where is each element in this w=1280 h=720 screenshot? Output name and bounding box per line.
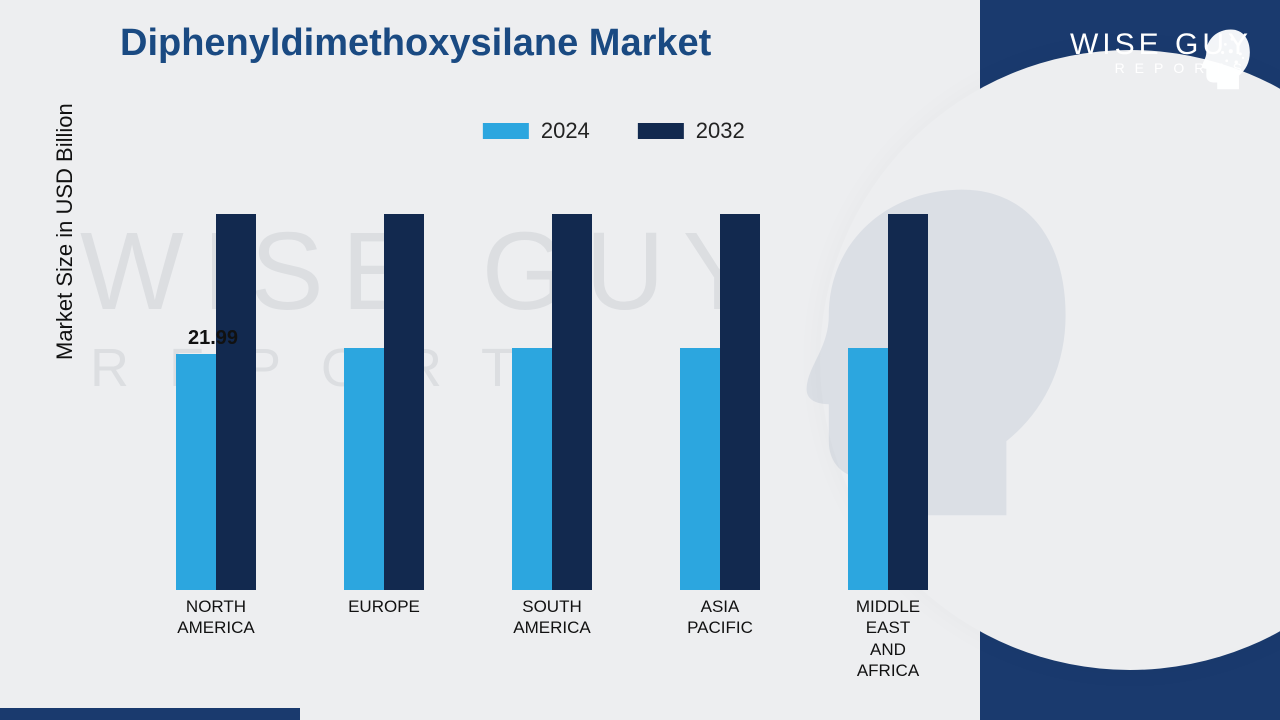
bar-2024 bbox=[176, 354, 216, 590]
category-group: NORTH AMERICA bbox=[132, 160, 300, 590]
legend-item-2024: 2024 bbox=[483, 118, 590, 144]
bar-2024 bbox=[344, 348, 384, 590]
chart-title: Diphenyldimethoxysilane Market bbox=[120, 22, 711, 65]
accent-bar bbox=[0, 708, 300, 720]
bar-2024 bbox=[512, 348, 552, 590]
brand-logo: WISE GUY REPORTS bbox=[1070, 28, 1252, 76]
category-group: ASIA PACIFIC bbox=[636, 160, 804, 590]
bar-pair bbox=[468, 160, 636, 590]
legend-swatch-2032 bbox=[638, 123, 684, 139]
page: WISE GUY REPORTS Diphenyldimethoxysilane… bbox=[0, 0, 1280, 720]
category-group: MIDDLE EAST AND AFRICA bbox=[804, 160, 972, 590]
bar-value-label: 21.99 bbox=[188, 327, 238, 350]
bar-2032 bbox=[888, 214, 928, 590]
bar-2032 bbox=[720, 214, 760, 590]
bar-2024 bbox=[680, 348, 720, 590]
legend: 2024 2032 bbox=[483, 118, 745, 144]
bar-pair bbox=[132, 160, 300, 590]
legend-label-2032: 2032 bbox=[696, 118, 745, 144]
y-axis-label: Market Size in USD Billion bbox=[52, 103, 78, 360]
bar-2024 bbox=[848, 348, 888, 590]
plot-area: NORTH AMERICAEUROPESOUTH AMERICAASIA PAC… bbox=[132, 160, 972, 590]
logo-line2: REPORTS bbox=[1070, 60, 1252, 76]
bar-pair bbox=[636, 160, 804, 590]
legend-label-2024: 2024 bbox=[541, 118, 590, 144]
category-label: ASIA PACIFIC bbox=[636, 596, 804, 639]
bar-2032 bbox=[384, 214, 424, 590]
category-label: NORTH AMERICA bbox=[132, 596, 300, 639]
category-label: EUROPE bbox=[300, 596, 468, 617]
bar-2032 bbox=[552, 214, 592, 590]
bar-pair bbox=[804, 160, 972, 590]
category-label: SOUTH AMERICA bbox=[468, 596, 636, 639]
category-group: SOUTH AMERICA bbox=[468, 160, 636, 590]
bar-2032 bbox=[216, 214, 256, 590]
legend-item-2032: 2032 bbox=[638, 118, 745, 144]
bar-pair bbox=[300, 160, 468, 590]
category-label: MIDDLE EAST AND AFRICA bbox=[804, 596, 972, 681]
bar-chart: NORTH AMERICAEUROPESOUTH AMERICAASIA PAC… bbox=[92, 160, 972, 590]
legend-swatch-2024 bbox=[483, 123, 529, 139]
logo-line1: WISE GUY bbox=[1070, 28, 1252, 62]
category-group: EUROPE bbox=[300, 160, 468, 590]
